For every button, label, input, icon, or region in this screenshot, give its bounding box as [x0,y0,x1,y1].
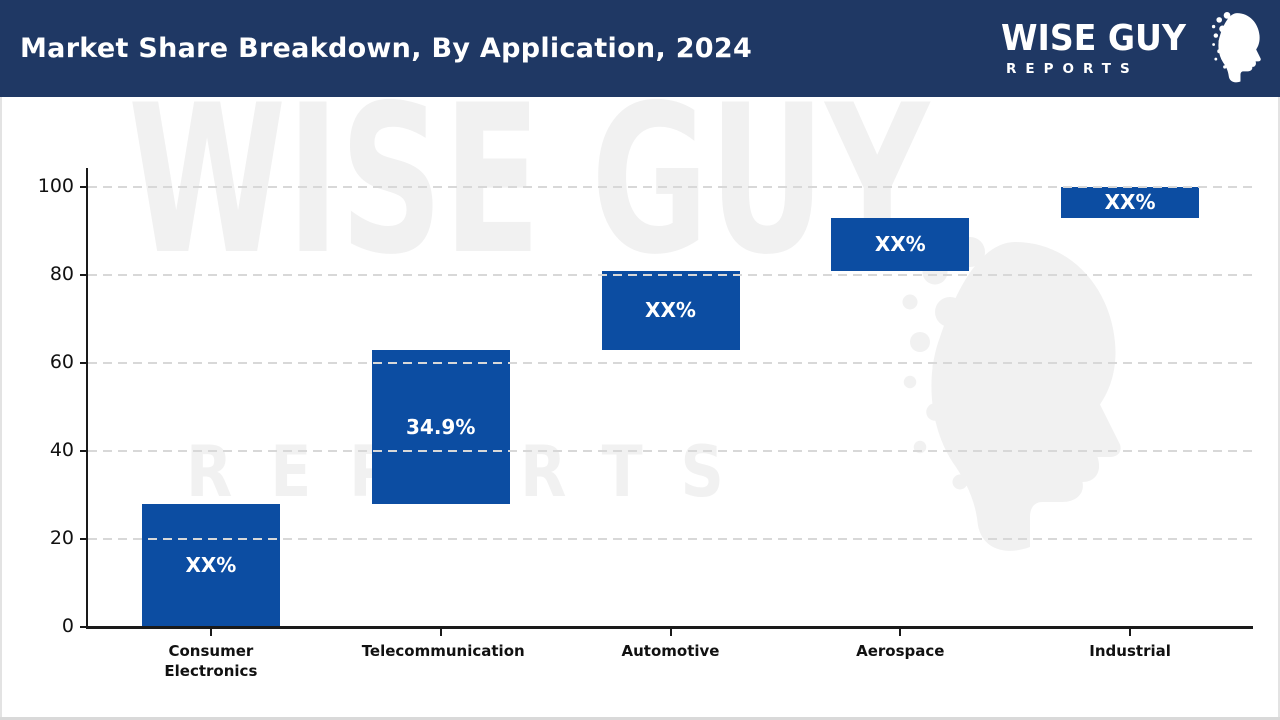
gridline-y60 [88,362,1253,364]
face-profile-logo-icon [1211,11,1261,82]
y-tick-label-20: 20 [49,527,74,549]
x-tick-1 [439,629,442,636]
y-tick-40 [80,450,88,452]
watermark-text-line1: WISE GUY [128,62,930,300]
x-category-label: Consumer Electronics [164,642,258,681]
bar-value-label: XX% [645,298,696,323]
face-profile-watermark-icon [902,237,1121,551]
gridline-y100 [88,186,1253,188]
bar-automotive: XX% [601,270,740,350]
gridline-y40 [88,450,1253,452]
bar-industrial: XX% [1061,187,1200,218]
gridline-y80 [88,274,1253,276]
x-tick-2 [669,629,672,636]
bar-aerospace: XX% [831,217,970,271]
chart-canvas: WISE GUY REPORTS 020406080100XX%Consumer… [0,79,1280,720]
x-category-label: Telecommunication [361,642,525,660]
brand-logo: WISE GUY REPORTS [1001,9,1264,89]
x-tick-4 [1129,629,1132,636]
bar-consumer-electronics: XX% [141,503,280,627]
bar-value-label: XX% [874,232,926,257]
x-category-label: Aerospace [856,642,945,660]
x-category-label: Automotive [621,642,720,660]
bar-value-label: XX% [1104,190,1156,215]
page-title: Market Share Breakdown, By Application, … [20,33,753,64]
y-tick-80 [80,274,88,276]
header-bar: Market Share Breakdown, By Application, … [0,0,1280,97]
brand-logo-text: WISE GUY REPORTS [1000,17,1202,77]
y-tick-60 [80,362,88,364]
brand-name: WISE GUY [1000,17,1186,59]
brand-tagline: REPORTS [1005,60,1139,77]
gridline-y20 [88,538,1253,540]
bar-value-label: XX% [185,553,237,578]
y-tick-label-40: 40 [49,439,74,461]
bar-telecommunication: 34.9% [371,350,510,504]
y-tick-label-80: 80 [49,263,74,285]
y-tick-label-60: 60 [49,351,74,373]
y-axis-line [86,168,88,629]
y-tick-label-100: 100 [37,175,74,197]
x-axis-line [86,626,1253,629]
x-category-label: Industrial [1089,642,1171,660]
y-tick-0 [80,626,88,628]
bar-value-label: 34.9% [405,415,476,439]
x-tick-0 [209,629,212,636]
y-tick-20 [80,538,88,540]
x-tick-3 [899,629,902,636]
y-tick-label-0: 0 [61,615,74,637]
y-tick-100 [80,186,88,188]
